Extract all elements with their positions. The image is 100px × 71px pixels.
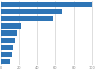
Bar — [1, 2, 92, 7]
Bar — [1, 52, 12, 57]
Bar — [1, 30, 17, 36]
Bar — [1, 59, 10, 64]
Bar — [1, 37, 15, 43]
Bar — [1, 9, 62, 14]
Bar — [1, 23, 21, 29]
Bar — [1, 45, 13, 50]
Bar — [1, 16, 53, 21]
